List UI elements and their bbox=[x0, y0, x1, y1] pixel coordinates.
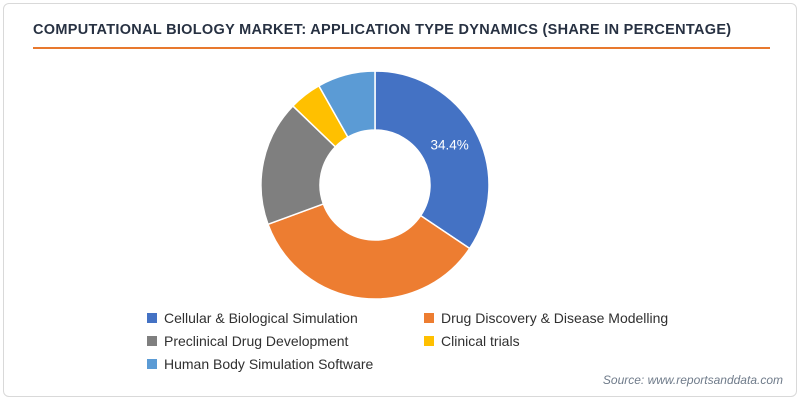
legend-swatch bbox=[424, 313, 434, 323]
legend-item: Drug Discovery & Disease Modelling bbox=[424, 309, 668, 327]
legend-swatch bbox=[147, 313, 157, 323]
donut-chart: 34.4% bbox=[260, 70, 490, 300]
pie-segment-0 bbox=[374, 70, 490, 250]
source-credit: Source: www.reportsanddata.com bbox=[602, 373, 783, 387]
legend-label: Preclinical Drug Development bbox=[164, 333, 349, 349]
legend-item: Clinical trials bbox=[424, 332, 668, 350]
pie-segment-4 bbox=[317, 70, 376, 139]
legend-label: Human Body Simulation Software bbox=[164, 356, 374, 372]
legend-item: Human Body Simulation Software bbox=[147, 355, 424, 373]
title-underline bbox=[33, 47, 770, 49]
legend-label: Drug Discovery & Disease Modelling bbox=[441, 310, 669, 326]
pie-data-label: 34.4% bbox=[430, 138, 468, 153]
legend: Cellular & Biological Simulation Drug Dis… bbox=[147, 309, 668, 373]
legend-swatch bbox=[147, 359, 157, 369]
legend-swatch bbox=[424, 336, 434, 346]
legend-label: Clinical trials bbox=[441, 333, 520, 349]
pie-segment-1 bbox=[267, 202, 471, 300]
legend-item: Cellular & Biological Simulation bbox=[147, 309, 424, 327]
page-title: COMPUTATIONAL BIOLOGY MARKET: APPLICATIO… bbox=[33, 22, 732, 38]
legend-item: Preclinical Drug Development bbox=[147, 332, 424, 350]
legend-label: Cellular & Biological Simulation bbox=[164, 310, 358, 326]
legend-swatch bbox=[147, 336, 157, 346]
pie-segment-2 bbox=[260, 104, 337, 226]
